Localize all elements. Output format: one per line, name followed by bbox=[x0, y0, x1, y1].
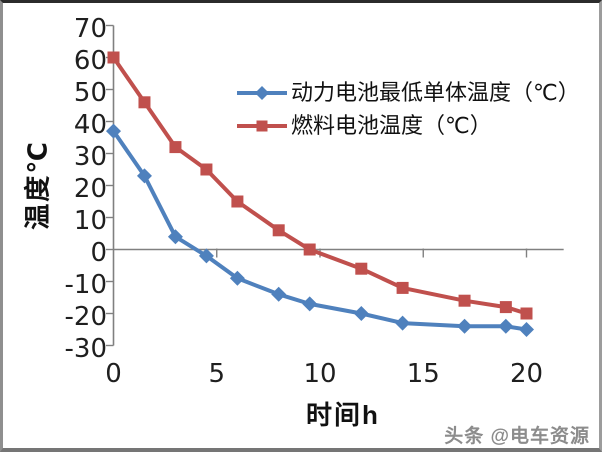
legend-marker-square-icon bbox=[237, 120, 287, 131]
x-tick-label: 5 bbox=[208, 359, 226, 389]
watermark: 头条 @电车资源 bbox=[444, 426, 590, 447]
legend-label: 动力电池最低单体温度（℃） bbox=[291, 80, 580, 105]
x-tick-label: 0 bbox=[105, 359, 122, 389]
y-tick-label: 30 bbox=[73, 141, 107, 172]
y-tick-label: 10 bbox=[73, 205, 107, 236]
y-tick-label: 60 bbox=[73, 45, 107, 76]
y-tick-label: -10 bbox=[64, 269, 107, 300]
legend-marker-diamond-icon bbox=[237, 85, 287, 100]
x-axis-title: 时间h bbox=[306, 400, 380, 430]
y-tick-label: 20 bbox=[73, 173, 107, 204]
x-tick-label: 20 bbox=[509, 359, 544, 389]
legend-item-fuel-cell: 燃料电池温度（℃） bbox=[236, 112, 580, 139]
y-tick-label: -20 bbox=[64, 301, 107, 332]
y-tick-label: 0 bbox=[90, 237, 107, 268]
legend-item-power-battery: 动力电池最低单体温度（℃） bbox=[236, 79, 580, 106]
legend: 动力电池最低单体温度（℃） 燃料电池温度（℃） bbox=[236, 79, 580, 139]
y-tick-label: 50 bbox=[73, 77, 107, 108]
legend-label: 燃料电池温度（℃） bbox=[291, 113, 492, 138]
x-tick-label: 15 bbox=[406, 359, 440, 389]
y-tick-label: 70 bbox=[73, 13, 107, 44]
y-tick-label: -30 bbox=[64, 333, 107, 364]
x-tick-label: 10 bbox=[303, 359, 337, 389]
y-tick-label: 40 bbox=[73, 109, 107, 140]
